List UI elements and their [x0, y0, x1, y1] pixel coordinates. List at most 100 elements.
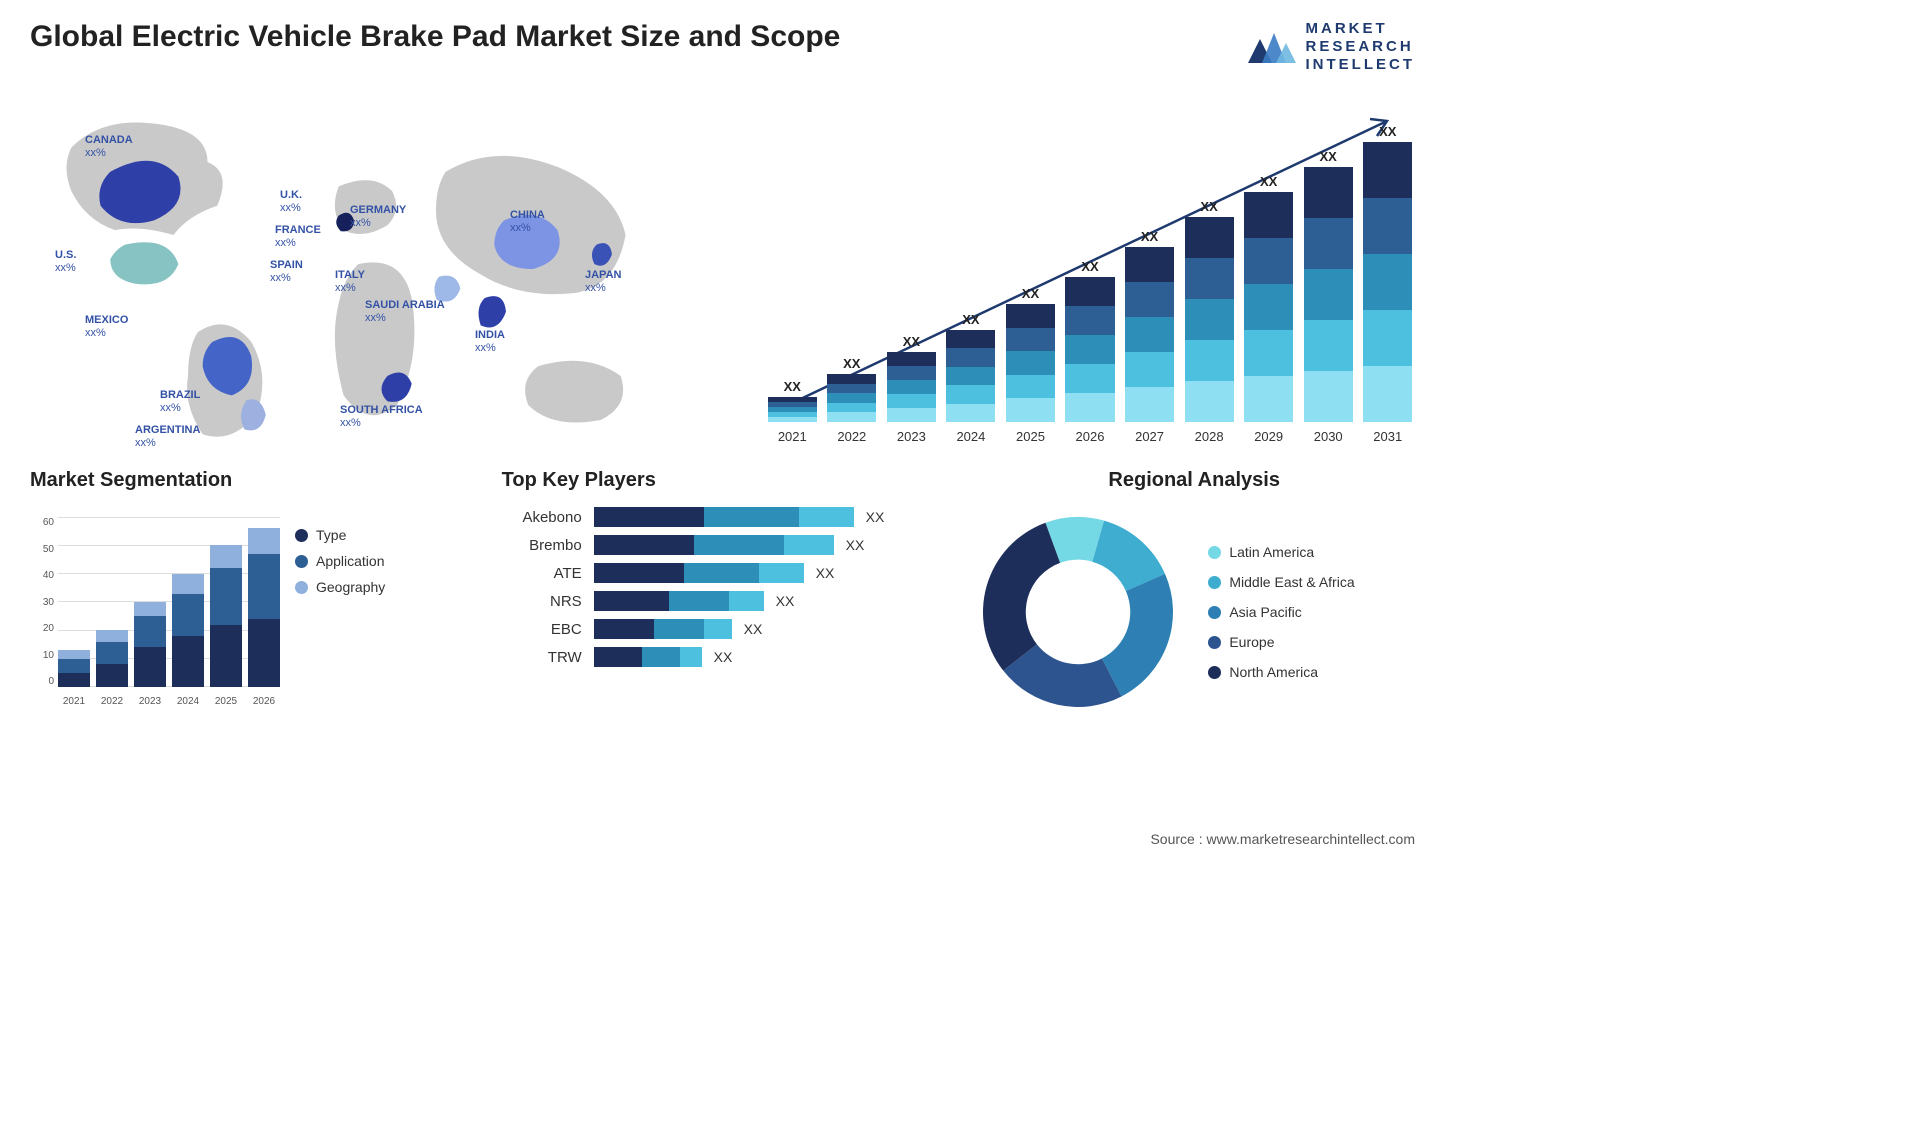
- main-bar: XX: [1241, 174, 1296, 422]
- key-player-label: ATE: [502, 565, 582, 582]
- legend-item: Europe: [1208, 634, 1354, 650]
- segmentation-title: Market Segmentation: [30, 469, 472, 492]
- seg-bar: [210, 545, 242, 687]
- main-bar: XX: [944, 312, 999, 422]
- bar-value-label: XX: [1379, 124, 1396, 139]
- main-bar: XX: [1063, 259, 1118, 422]
- key-player-value: XX: [866, 509, 885, 525]
- seg-xlabel: 2023: [134, 696, 166, 707]
- map-country-label: CHINAxx%: [510, 209, 545, 235]
- key-player-label: Akebono: [502, 509, 582, 526]
- main-stacked-bar-chart: XXXXXXXXXXXXXXXXXXXXXX 20212022202320242…: [765, 94, 1415, 444]
- world-map: CANADAxx%U.S.xx%MEXICOxx%BRAZILxx%ARGENT…: [30, 94, 735, 444]
- main-bar: XX: [1301, 149, 1356, 422]
- key-player-value: XX: [744, 621, 763, 637]
- legend-item: Application: [295, 553, 385, 569]
- key-player-value: XX: [846, 537, 865, 553]
- logo-line2: RESEARCH: [1306, 38, 1416, 56]
- key-player-row: Brembo XX: [502, 535, 944, 555]
- main-bar-xlabel: 2021: [765, 429, 820, 444]
- segmentation-panel: Market Segmentation 0102030405060 202120…: [30, 469, 472, 729]
- seg-xlabel: 2022: [96, 696, 128, 707]
- donut-slice: [983, 523, 1060, 671]
- key-player-row: EBC XX: [502, 619, 944, 639]
- seg-xlabel: 2026: [248, 696, 280, 707]
- segmentation-chart: 0102030405060 202120222023202420252026: [30, 507, 280, 707]
- legend-label: Asia Pacific: [1229, 604, 1301, 620]
- main-bar-xlabel: 2027: [1122, 429, 1177, 444]
- key-players-title: Top Key Players: [502, 469, 944, 492]
- seg-ytick: 50: [30, 544, 54, 555]
- map-country-label: INDIAxx%: [475, 329, 505, 355]
- key-player-row: NRSXX: [502, 591, 944, 611]
- seg-bar: [134, 602, 166, 687]
- key-player-value: XX: [776, 593, 795, 609]
- legend-label: Geography: [316, 579, 385, 595]
- bar-value-label: XX: [1200, 199, 1217, 214]
- key-players-chart: AkebonoXXBremboXXATEXXNRSXXEBCXXTRWXX: [502, 507, 944, 667]
- legend-label: Type: [316, 527, 346, 543]
- logo-line3: INTELLECT: [1306, 56, 1416, 74]
- bar-value-label: XX: [1081, 259, 1098, 274]
- main-bar-xlabel: 2025: [1003, 429, 1058, 444]
- map-country-label: ARGENTINAxx%: [135, 424, 200, 450]
- logo-line1: MARKET: [1306, 20, 1416, 38]
- key-player-label: EBC: [502, 621, 582, 638]
- logo-icon: [1246, 25, 1298, 69]
- seg-ytick: 10: [30, 650, 54, 661]
- bar-value-label: XX: [784, 379, 801, 394]
- bar-value-label: XX: [962, 312, 979, 327]
- main-bar: XX: [1182, 199, 1237, 422]
- seg-ytick: 0: [30, 676, 54, 687]
- main-bar: XX: [1122, 229, 1177, 422]
- map-country-label: SAUDI ARABIAxx%: [365, 299, 445, 325]
- map-country-label: CANADAxx%: [85, 134, 133, 160]
- seg-ytick: 20: [30, 623, 54, 634]
- bar-value-label: XX: [1260, 174, 1277, 189]
- main-bar-xlabel: 2023: [884, 429, 939, 444]
- map-country-label: BRAZILxx%: [160, 389, 200, 415]
- legend-label: North America: [1229, 664, 1318, 680]
- brand-logo: MARKET RESEARCH INTELLECT: [1246, 20, 1416, 74]
- main-bar-xlabel: 2028: [1182, 429, 1237, 444]
- map-country-label: SPAINxx%: [270, 259, 303, 285]
- legend-label: Application: [316, 553, 385, 569]
- main-bar: XX: [1003, 286, 1058, 422]
- key-player-value: XX: [816, 565, 835, 581]
- seg-bar: [172, 574, 204, 687]
- key-player-row: Akebono XX: [502, 507, 944, 527]
- regional-legend: Latin AmericaMiddle East & AfricaAsia Pa…: [1208, 544, 1354, 680]
- bar-value-label: XX: [843, 356, 860, 371]
- main-bar: XX: [1360, 124, 1415, 422]
- page-title: Global Electric Vehicle Brake Pad Market…: [30, 20, 840, 54]
- map-country-label: U.S.xx%: [55, 249, 76, 275]
- legend-item: Middle East & Africa: [1208, 574, 1354, 590]
- main-bar: XX: [884, 334, 939, 422]
- legend-item: North America: [1208, 664, 1354, 680]
- regional-donut-chart: [973, 507, 1183, 717]
- main-bar-xlabel: 2031: [1360, 429, 1415, 444]
- bar-value-label: XX: [1022, 286, 1039, 301]
- map-country-label: SOUTH AFRICAxx%: [340, 404, 423, 430]
- key-player-value: XX: [714, 649, 733, 665]
- seg-ytick: 40: [30, 570, 54, 581]
- map-country-label: FRANCExx%: [275, 224, 321, 250]
- main-bar-xlabel: 2024: [944, 429, 999, 444]
- legend-item: Asia Pacific: [1208, 604, 1354, 620]
- map-country-label: ITALYxx%: [335, 269, 365, 295]
- source-attribution: Source : www.marketresearchintellect.com: [1150, 831, 1415, 847]
- seg-bar: [58, 650, 90, 687]
- regional-panel: Regional Analysis Latin AmericaMiddle Ea…: [973, 469, 1415, 729]
- key-player-label: Brembo: [502, 537, 582, 554]
- bar-value-label: XX: [1320, 149, 1337, 164]
- donut-slice: [1102, 574, 1173, 697]
- map-country-label: JAPANxx%: [585, 269, 621, 295]
- main-bar-xlabel: 2029: [1241, 429, 1296, 444]
- map-country-label: GERMANYxx%: [350, 204, 406, 230]
- key-player-row: ATE XX: [502, 563, 944, 583]
- map-country-label: MEXICOxx%: [85, 314, 128, 340]
- map-country-label: U.K.xx%: [280, 189, 302, 215]
- key-players-panel: Top Key Players AkebonoXXBremboXXATEXXNR…: [502, 469, 944, 729]
- bar-value-label: XX: [903, 334, 920, 349]
- legend-item: Geography: [295, 579, 385, 595]
